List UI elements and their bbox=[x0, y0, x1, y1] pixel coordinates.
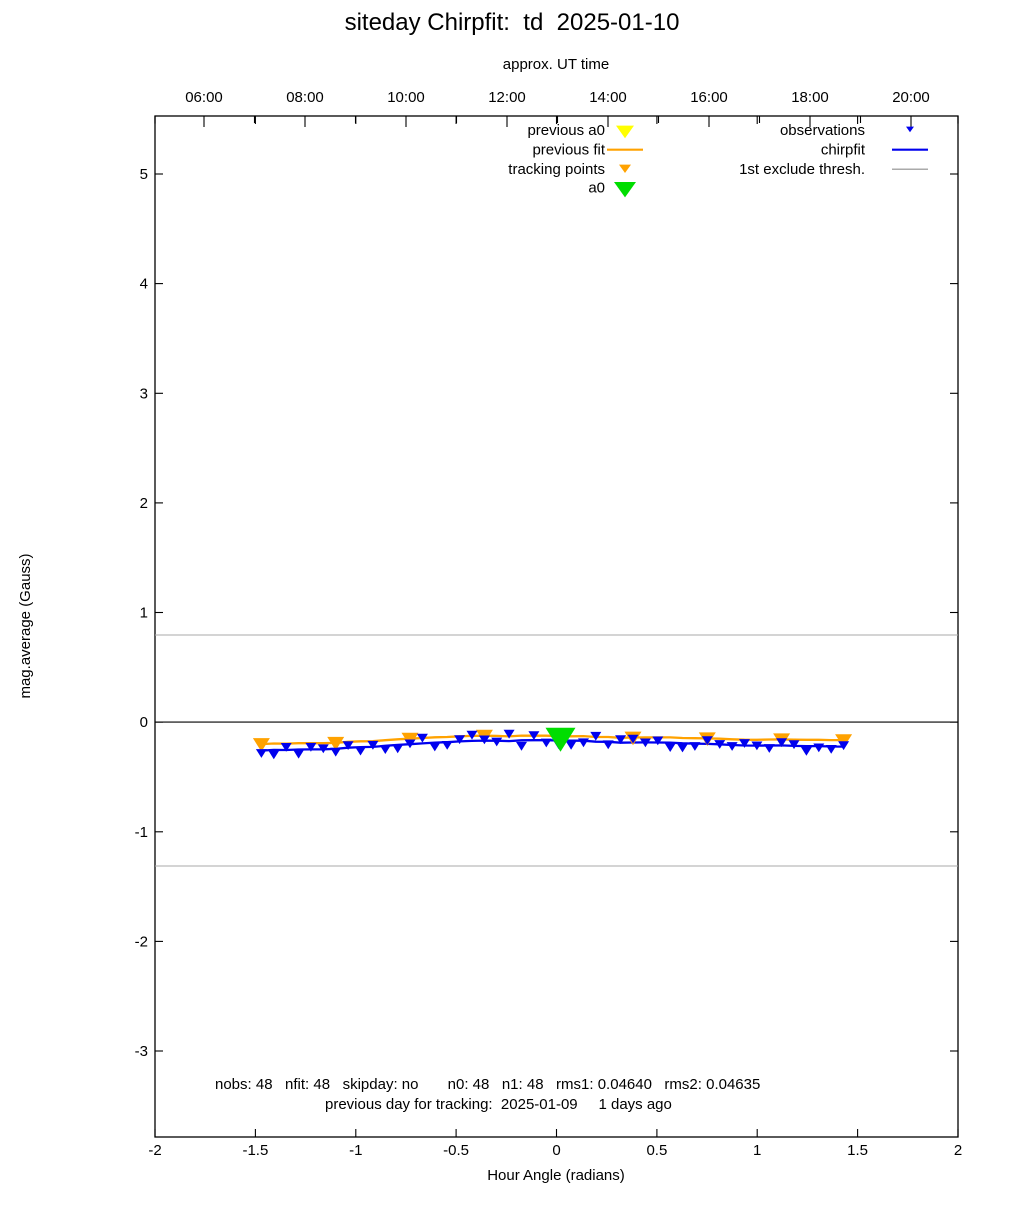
svg-text:-3: -3 bbox=[135, 1043, 148, 1060]
svg-text:14:00: 14:00 bbox=[589, 89, 627, 106]
svg-text:Hour Angle (radians): Hour Angle (radians) bbox=[487, 1167, 625, 1184]
svg-text:1: 1 bbox=[753, 1142, 761, 1159]
svg-text:0: 0 bbox=[552, 1142, 560, 1159]
svg-text:1st exclude thresh.: 1st exclude thresh. bbox=[739, 161, 865, 178]
svg-text:-2: -2 bbox=[148, 1142, 161, 1159]
svg-text:2: 2 bbox=[140, 495, 148, 512]
svg-text:4: 4 bbox=[140, 276, 148, 293]
svg-text:1.5: 1.5 bbox=[847, 1142, 868, 1159]
svg-text:a0: a0 bbox=[588, 180, 605, 197]
svg-text:-2: -2 bbox=[135, 933, 148, 950]
svg-text:0.5: 0.5 bbox=[646, 1142, 667, 1159]
svg-text:tracking points: tracking points bbox=[508, 161, 605, 178]
svg-text:10:00: 10:00 bbox=[387, 89, 425, 106]
svg-text:-1: -1 bbox=[135, 824, 148, 841]
svg-text:0: 0 bbox=[140, 714, 148, 731]
svg-text:approx. UT time: approx. UT time bbox=[503, 56, 609, 73]
svg-text:-1.5: -1.5 bbox=[242, 1142, 268, 1159]
svg-text:chirpfit: chirpfit bbox=[821, 142, 866, 159]
svg-text:previous day for tracking: 20: previous day for tracking: 2025-01-09 1 … bbox=[325, 1096, 672, 1113]
svg-text:observations: observations bbox=[780, 122, 865, 139]
svg-text:-1: -1 bbox=[349, 1142, 362, 1159]
svg-text:1: 1 bbox=[140, 605, 148, 622]
svg-text:-0.5: -0.5 bbox=[443, 1142, 469, 1159]
svg-text:20:00: 20:00 bbox=[892, 89, 930, 106]
svg-text:previous fit: previous fit bbox=[532, 142, 605, 159]
svg-text:12:00: 12:00 bbox=[488, 89, 526, 106]
svg-text:16:00: 16:00 bbox=[690, 89, 728, 106]
svg-text:5: 5 bbox=[140, 166, 148, 183]
svg-text:nobs: 48 nfit: 48 skipday:: nobs: 48 nfit: 48 skipday: no n0: 48 n1:… bbox=[215, 1076, 760, 1093]
svg-text:mag.average (Gauss): mag.average (Gauss) bbox=[17, 553, 34, 698]
svg-text:18:00: 18:00 bbox=[791, 89, 829, 106]
svg-text:previous a0: previous a0 bbox=[527, 122, 605, 139]
svg-text:06:00: 06:00 bbox=[185, 89, 223, 106]
svg-text:08:00: 08:00 bbox=[286, 89, 324, 106]
svg-text:siteday Chirpfit: td 2025-01: siteday Chirpfit: td 2025-01-10 bbox=[345, 9, 680, 36]
svg-text:3: 3 bbox=[140, 385, 148, 402]
svg-text:2: 2 bbox=[954, 1142, 962, 1159]
